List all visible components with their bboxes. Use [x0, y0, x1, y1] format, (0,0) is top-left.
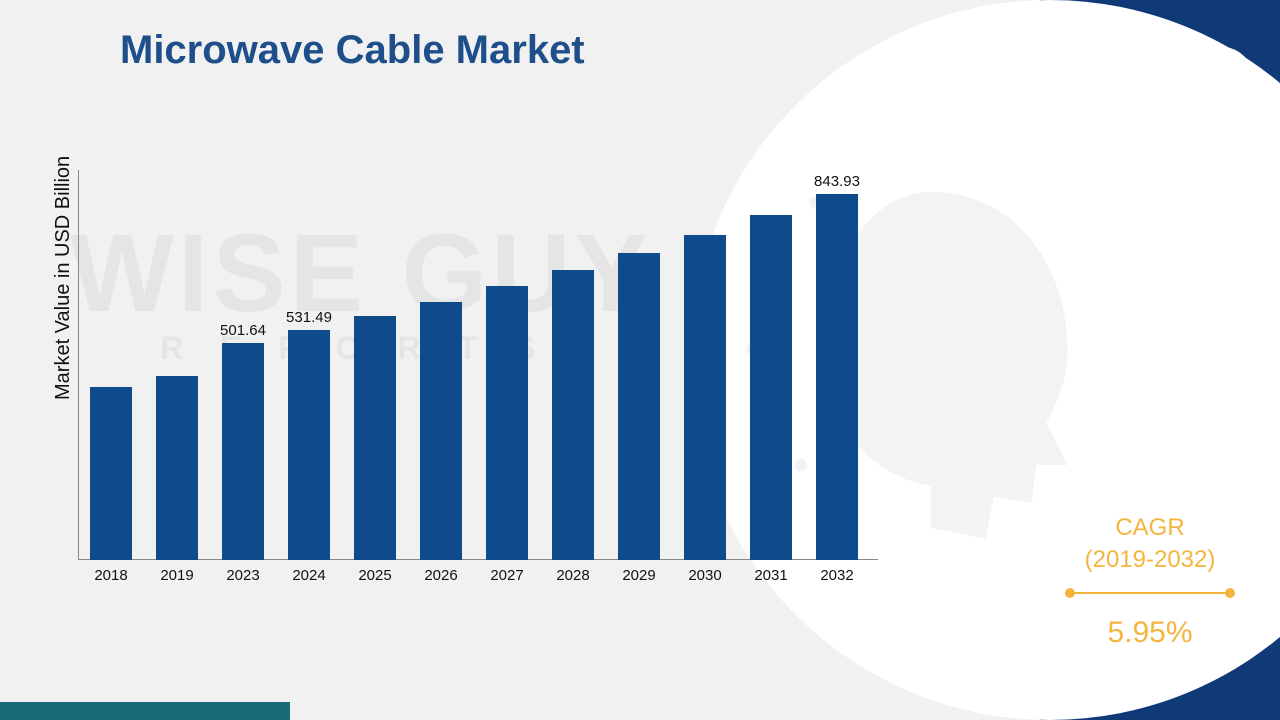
bar-value-label: 531.49 — [286, 309, 332, 326]
x-tick-label: 2023 — [226, 567, 259, 584]
bottom-accent-strip — [0, 702, 290, 720]
cagr-divider-dot-right — [1225, 588, 1235, 598]
cagr-block: CAGR (2019-2032) 5.95% — [1060, 514, 1240, 650]
x-tick-label: 2032 — [820, 567, 853, 584]
bar — [552, 270, 594, 560]
x-tick-label: 2026 — [424, 567, 457, 584]
x-tick-label: 2027 — [490, 567, 523, 584]
stage: WISE GUY R E P O R T S Microwave Cable M… — [0, 0, 1280, 720]
x-tick-label: 2024 — [292, 567, 325, 584]
bar — [90, 387, 132, 560]
chart-title: Microwave Cable Market — [120, 28, 585, 73]
bar — [486, 286, 528, 560]
bar — [222, 343, 264, 560]
x-tick-label: 2018 — [94, 567, 127, 584]
cagr-value: 5.95% — [1060, 616, 1240, 650]
bar — [156, 376, 198, 560]
bar-chart: 201820192023501.642024531.49202520262027… — [78, 150, 898, 580]
bar — [354, 316, 396, 560]
y-axis-label: Market Value in USD Billion — [52, 156, 75, 400]
x-tick-label: 2031 — [754, 567, 787, 584]
x-tick-label: 2029 — [622, 567, 655, 584]
x-tick-label: 2025 — [358, 567, 391, 584]
brand-line2: R E P O R T S — [936, 65, 1182, 86]
cagr-divider-dot-left — [1065, 588, 1075, 598]
bar-value-label: 843.93 — [814, 173, 860, 190]
cagr-divider-line — [1070, 592, 1230, 594]
bar — [684, 235, 726, 560]
bar — [618, 253, 660, 560]
cagr-title: CAGR — [1060, 514, 1240, 542]
x-tick-label: 2019 — [160, 567, 193, 584]
bar-value-label: 501.64 — [220, 322, 266, 339]
bar — [750, 215, 792, 560]
y-axis-line — [78, 170, 79, 560]
x-tick-label: 2030 — [688, 567, 721, 584]
cagr-divider — [1070, 592, 1230, 594]
bar — [288, 330, 330, 560]
cagr-range: (2019-2032) — [1060, 546, 1240, 574]
bar — [420, 302, 462, 560]
bar — [816, 194, 858, 560]
brand-logo: WISE GUY R E P O R T S — [936, 28, 1252, 86]
x-tick-label: 2028 — [556, 567, 589, 584]
brand-line1: WISE GUY — [936, 28, 1182, 67]
